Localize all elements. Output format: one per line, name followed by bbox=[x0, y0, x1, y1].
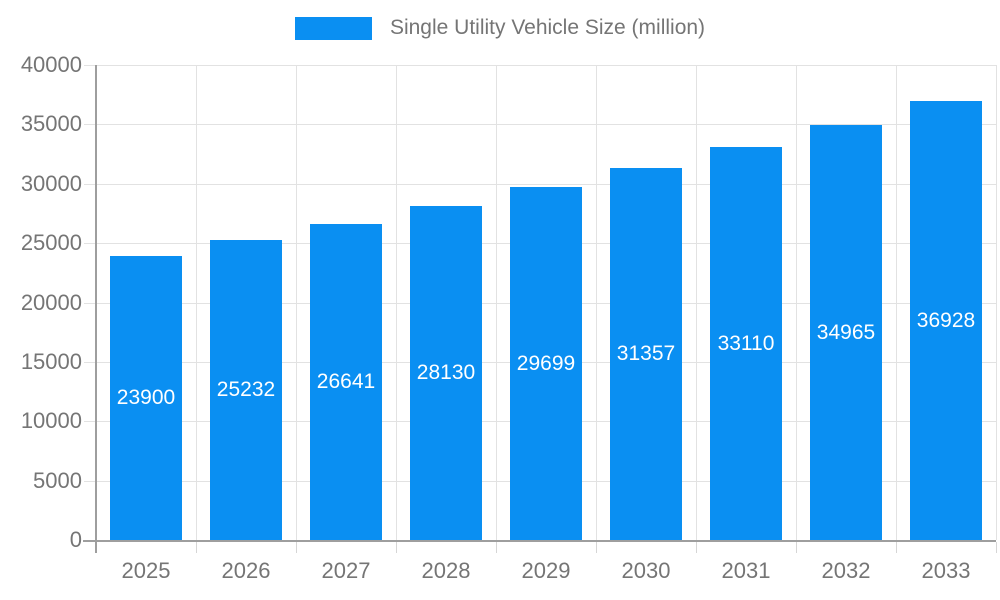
y-axis-tick-label: 20000 bbox=[20, 290, 82, 315]
gridline-vertical bbox=[496, 65, 497, 540]
gridline-vertical bbox=[396, 65, 397, 540]
y-axis-tick bbox=[84, 362, 96, 363]
bar-2028[interactable]: 28130 bbox=[410, 206, 482, 540]
gridline-vertical bbox=[596, 65, 597, 540]
legend: Single Utility Vehicle Size (million) bbox=[0, 16, 1000, 40]
x-axis-tick-label: 2029 bbox=[521, 558, 571, 583]
x-axis-tick bbox=[996, 542, 997, 553]
gridline-horizontal bbox=[96, 65, 996, 66]
x-axis-tick-label: 2028 bbox=[421, 558, 471, 583]
y-axis-tick bbox=[84, 303, 96, 304]
x-axis-tick bbox=[796, 542, 797, 553]
bar-value-label: 25232 bbox=[216, 378, 276, 401]
bar-value-label: 33110 bbox=[717, 331, 775, 355]
y-axis-tick-label: 30000 bbox=[20, 171, 82, 196]
bar-2031[interactable]: 33110 bbox=[710, 147, 782, 540]
x-axis-tick bbox=[696, 542, 697, 553]
y-axis-tick-label: 35000 bbox=[20, 111, 82, 136]
x-axis-tick-label: 2026 bbox=[221, 558, 271, 583]
x-axis-tick bbox=[396, 542, 397, 553]
y-axis-tick-label: 40000 bbox=[20, 52, 82, 77]
y-axis-tick bbox=[84, 184, 96, 185]
legend-item[interactable]: Single Utility Vehicle Size (million) bbox=[294, 16, 706, 40]
bar-2027[interactable]: 26641 bbox=[310, 224, 382, 540]
y-axis-tick-label: 0 bbox=[69, 527, 82, 552]
gridline-vertical bbox=[196, 65, 197, 540]
x-axis-tick-label: 2030 bbox=[621, 558, 671, 583]
bar-value-label: 29699 bbox=[516, 351, 576, 375]
x-axis-tick-label: 2031 bbox=[721, 558, 771, 583]
bar-2030[interactable]: 31357 bbox=[610, 168, 682, 540]
bar-2026[interactable]: 25232 bbox=[210, 240, 282, 540]
x-axis-tick-label: 2027 bbox=[321, 558, 371, 583]
gridline-vertical bbox=[696, 65, 697, 540]
y-axis-line bbox=[95, 65, 97, 553]
y-axis-tick bbox=[84, 481, 96, 482]
legend-label: Single Utility Vehicle Size (million) bbox=[389, 16, 706, 39]
bar-value-label: 36928 bbox=[916, 308, 976, 332]
x-axis-tick-label: 2033 bbox=[921, 558, 971, 583]
bar-value-label: 26641 bbox=[316, 370, 376, 393]
x-axis-tick bbox=[496, 542, 497, 553]
y-axis-tick-label: 5000 bbox=[33, 468, 82, 493]
y-axis-tick bbox=[84, 65, 96, 66]
y-axis-tick-label: 25000 bbox=[20, 230, 82, 255]
x-axis-tick bbox=[596, 542, 597, 553]
gridline-vertical bbox=[896, 65, 897, 540]
gridline-vertical bbox=[296, 65, 297, 540]
bar-2033[interactable]: 36928 bbox=[910, 101, 982, 540]
gridline-vertical bbox=[796, 65, 797, 540]
x-axis-tick-label: 2032 bbox=[821, 558, 871, 583]
bar-2032[interactable]: 34965 bbox=[810, 125, 882, 540]
gridline-horizontal bbox=[96, 184, 996, 185]
bar-value-label: 28130 bbox=[416, 361, 476, 384]
y-axis-tick bbox=[84, 243, 96, 244]
bar-value-label: 34965 bbox=[816, 320, 876, 344]
x-axis-tick bbox=[296, 542, 297, 553]
x-axis-tick bbox=[196, 542, 197, 553]
y-axis-tick-label: 10000 bbox=[20, 408, 82, 433]
y-axis-tick-label: 15000 bbox=[20, 349, 82, 374]
x-axis-line bbox=[83, 540, 996, 542]
bar-value-label: 31357 bbox=[616, 342, 676, 365]
bar-2025[interactable]: 23900 bbox=[110, 256, 182, 540]
bar-value-label: 23900 bbox=[116, 386, 176, 409]
y-axis-tick bbox=[84, 124, 96, 125]
x-axis-tick bbox=[896, 542, 897, 553]
legend-swatch-icon bbox=[294, 16, 372, 40]
y-axis-tick bbox=[84, 421, 96, 422]
x-axis-tick-label: 2025 bbox=[121, 558, 171, 583]
gridline-vertical bbox=[996, 65, 997, 540]
gridline-horizontal bbox=[96, 124, 996, 125]
bar-2029[interactable]: 29699 bbox=[510, 187, 582, 540]
